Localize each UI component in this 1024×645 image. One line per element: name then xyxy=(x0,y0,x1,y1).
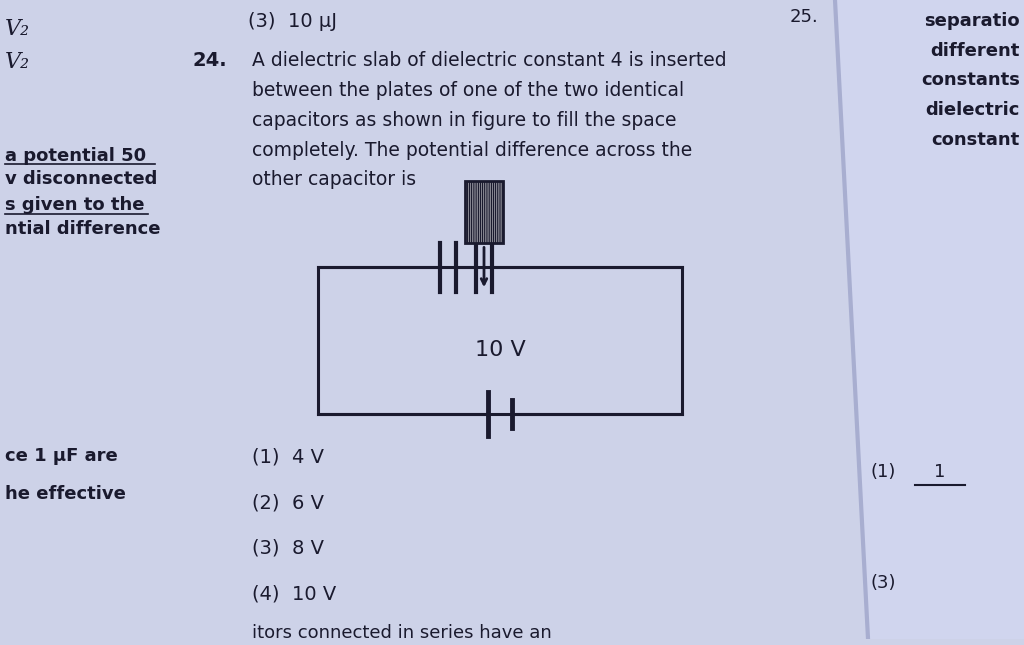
Text: a potential 50: a potential 50 xyxy=(5,146,146,164)
Polygon shape xyxy=(835,0,1024,639)
Text: 25.: 25. xyxy=(790,8,819,26)
Text: dielectric: dielectric xyxy=(926,101,1020,119)
Text: (3): (3) xyxy=(870,574,896,592)
Text: 10 V: 10 V xyxy=(475,341,525,361)
Text: V₂: V₂ xyxy=(5,52,30,74)
Text: s given to the: s given to the xyxy=(5,196,144,214)
Text: he effective: he effective xyxy=(5,485,126,503)
Text: V₂: V₂ xyxy=(5,18,30,40)
Text: (4)  10 V: (4) 10 V xyxy=(252,584,336,603)
Text: ntial difference: ntial difference xyxy=(5,220,161,238)
Text: itors connected in series have an: itors connected in series have an xyxy=(252,624,552,642)
Text: different: different xyxy=(931,41,1020,59)
Text: constant: constant xyxy=(932,131,1020,149)
Text: 1: 1 xyxy=(934,463,946,481)
Text: (3)  10 μJ: (3) 10 μJ xyxy=(248,12,337,31)
Text: other capacitor is: other capacitor is xyxy=(252,170,416,189)
Bar xyxy=(465,181,503,243)
Text: (3)  8 V: (3) 8 V xyxy=(252,539,324,557)
Text: between the plates of one of the two identical: between the plates of one of the two ide… xyxy=(252,81,684,100)
Text: capacitors as shown in figure to fill the space: capacitors as shown in figure to fill th… xyxy=(252,111,677,130)
Text: (1)  4 V: (1) 4 V xyxy=(252,448,324,466)
Text: completely. The potential difference across the: completely. The potential difference acr… xyxy=(252,141,692,159)
Text: separatio: separatio xyxy=(925,12,1020,30)
Text: v disconnected: v disconnected xyxy=(5,170,158,188)
Bar xyxy=(318,267,682,414)
Text: 24.: 24. xyxy=(193,52,226,70)
Text: constants: constants xyxy=(922,72,1020,89)
Text: ce 1 μF are: ce 1 μF are xyxy=(5,448,118,466)
Text: (2)  6 V: (2) 6 V xyxy=(252,493,324,512)
Text: A dielectric slab of dielectric constant 4 is inserted: A dielectric slab of dielectric constant… xyxy=(252,52,727,70)
Text: (1): (1) xyxy=(870,463,895,481)
